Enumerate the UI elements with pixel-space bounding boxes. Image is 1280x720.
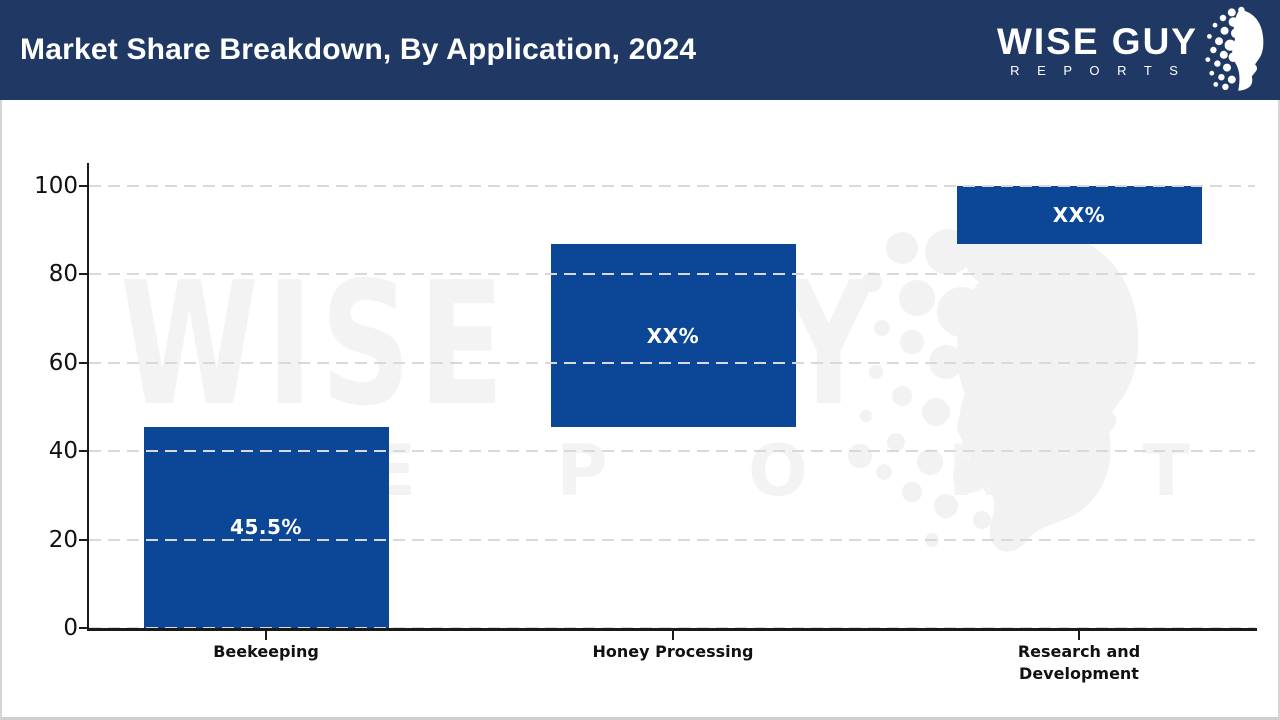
y-axis-line — [87, 163, 89, 631]
logo-face-icon — [1205, 6, 1264, 91]
x-tick-mark — [1078, 631, 1080, 640]
gridline-100 — [89, 185, 1255, 187]
y-tick-mark — [79, 185, 87, 187]
logo-text: WISE GUY R E P O R T S — [997, 23, 1198, 78]
header: Market Share Breakdown, By Application, … — [0, 0, 1280, 100]
logo-subtitle: R E P O R T S — [1010, 62, 1185, 78]
y-tick-mark — [79, 627, 87, 629]
watermark-face-icon — [848, 229, 1139, 552]
y-tick-label-80: 80 — [48, 261, 78, 288]
y-tick-label-0: 0 — [63, 615, 78, 641]
x-tick-mark — [672, 631, 674, 640]
gridline-60 — [89, 361, 1255, 364]
bar-research-and-development: XX% — [956, 186, 1202, 245]
y-tick-mark — [79, 361, 87, 364]
gridline-20 — [89, 538, 1255, 541]
x-tick-mark — [265, 631, 267, 640]
y-tick-label-40: 40 — [48, 438, 78, 465]
bar-value-label: XX% — [1052, 203, 1106, 228]
bar-value-label: XX% — [646, 323, 700, 348]
x-axis-line — [87, 628, 1257, 631]
y-tick-mark — [79, 450, 87, 453]
x-category-label-beekeeping: Beekeeping — [213, 642, 319, 661]
wiseguy-logo: WISE GUY R E P O R T S — [997, 6, 1270, 94]
y-tick-label-60: 60 — [48, 349, 78, 376]
page-title: Market Share Breakdown, By Application, … — [20, 33, 697, 66]
y-tick-label-20: 20 — [48, 526, 78, 553]
gridline-80 — [89, 273, 1255, 276]
y-tick-mark — [79, 538, 87, 541]
logo-wordmark: WISE GUY — [996, 20, 1198, 62]
chart-area: WISE GUY R E P O R T S 02040608010045.5%… — [0, 100, 1280, 720]
x-category-label-research-and-development: Research and Development — [1017, 642, 1141, 684]
y-tick-mark — [79, 273, 87, 276]
y-tick-label-100: 100 — [34, 173, 78, 199]
gridline-40 — [89, 450, 1255, 453]
bar-value-label: 45.5% — [230, 515, 302, 540]
bar-beekeeping: 45.5% — [143, 426, 389, 628]
bar-honey-processing: XX% — [550, 244, 796, 427]
x-category-label-honey-processing: Honey Processing — [592, 642, 754, 661]
